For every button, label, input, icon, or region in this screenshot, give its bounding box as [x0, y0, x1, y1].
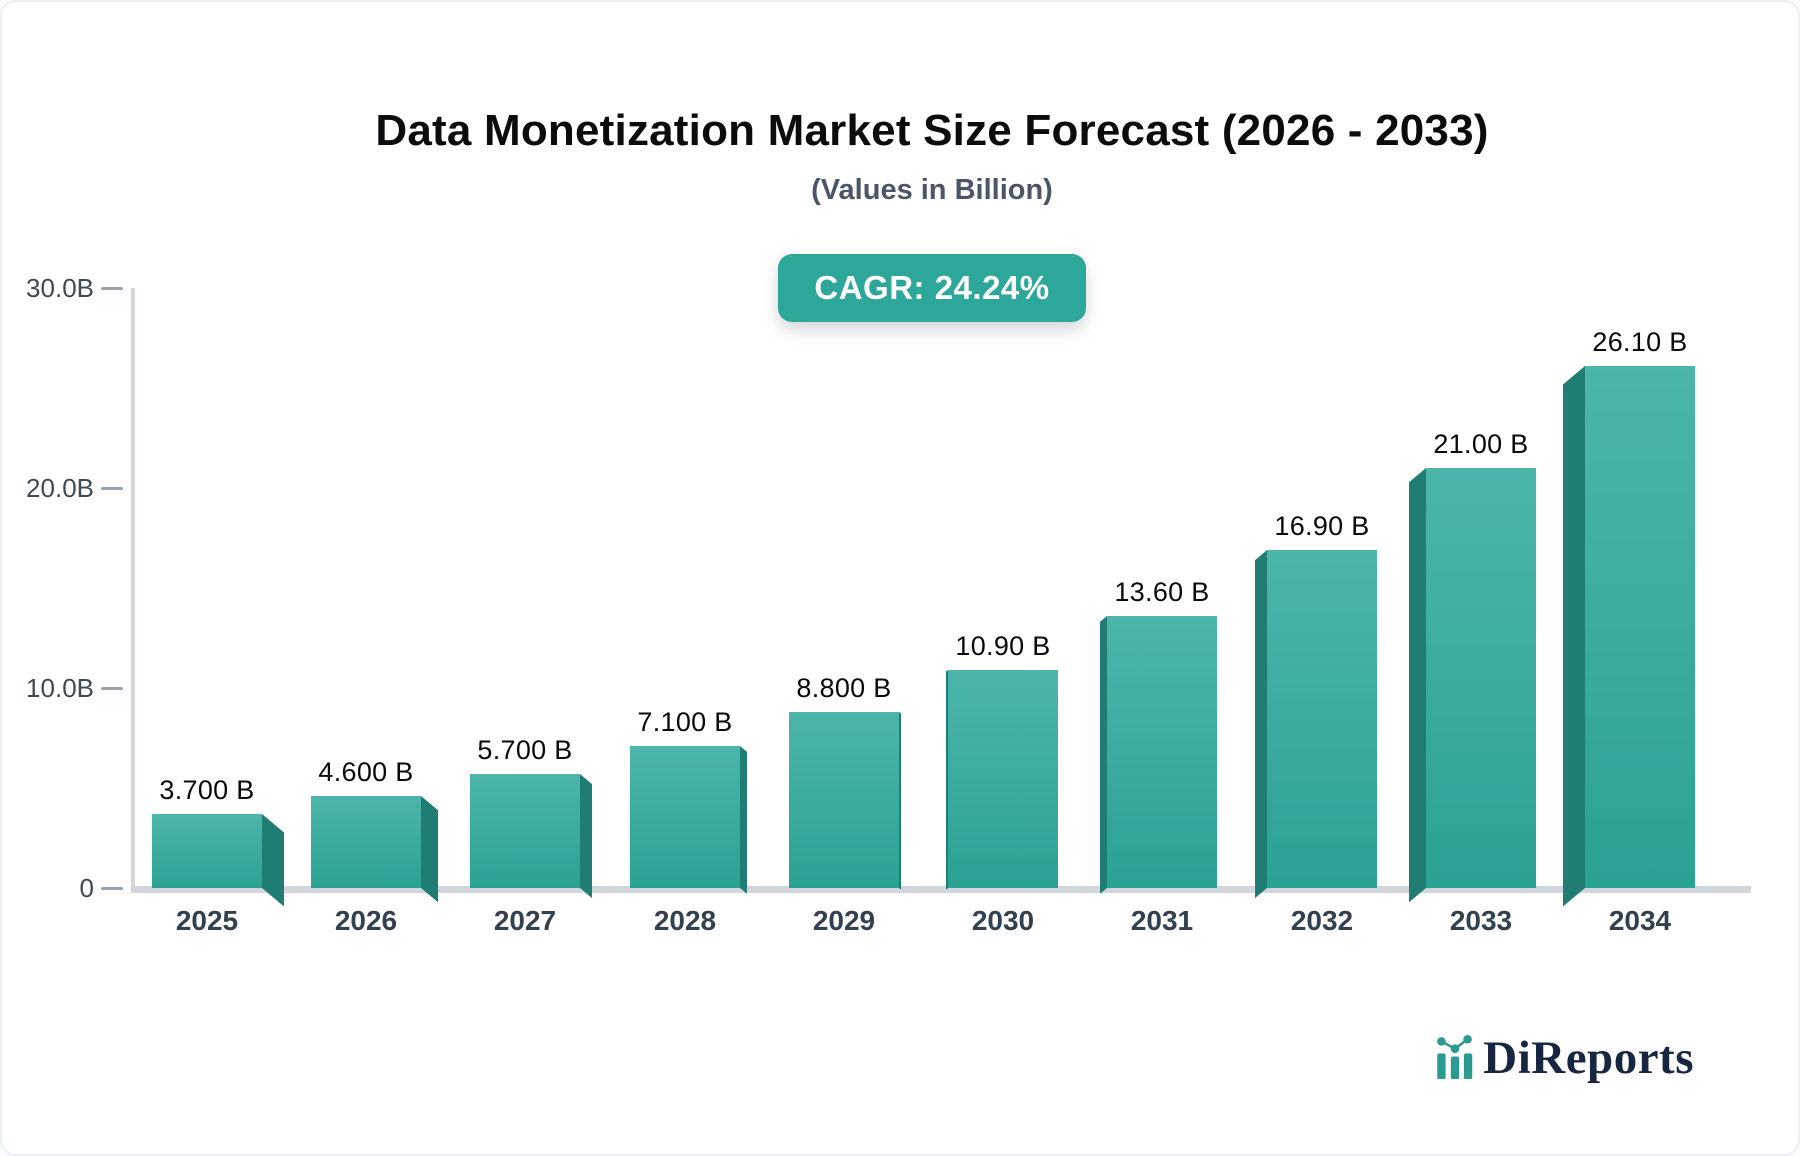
- y-tick-dash: [101, 487, 123, 490]
- x-axis-baseline: [131, 886, 1751, 893]
- bar-front-2034: [1585, 366, 1695, 888]
- y-tick-label: 20.0B: [26, 473, 94, 503]
- bar-value-label: 3.700 B: [159, 775, 255, 805]
- bar-side-2026: [421, 796, 438, 903]
- bar-front-2027: [470, 774, 580, 888]
- bar-front-2029: [789, 712, 899, 888]
- x-tick-label: 2033: [1449, 905, 1513, 936]
- bar-front-2025: [152, 814, 262, 888]
- bar-side-2029: [899, 712, 901, 890]
- bar-front-2026: [311, 796, 421, 888]
- x-tick-label: 2028: [653, 905, 717, 936]
- bar-front-2033: [1426, 468, 1536, 888]
- logo-text: DiReports: [1483, 1032, 1694, 1084]
- y-tick-label: 10.0B: [26, 673, 94, 703]
- x-tick-label: 2034: [1608, 905, 1672, 936]
- chart-subtitle: (Values in Billion): [811, 174, 1053, 206]
- x-tick-label: 2026: [334, 905, 398, 936]
- bar-front-2032: [1267, 550, 1377, 888]
- cagr-badge-band: CAGR: 24.24%: [62, 254, 1798, 322]
- bar-front-2030: [948, 670, 1058, 888]
- bar-value-label: 10.90 B: [955, 631, 1051, 661]
- bar-value-label: 16.90 B: [1274, 511, 1370, 541]
- bar-value-label: 26.10 B: [1592, 327, 1688, 357]
- x-tick-label: 2030: [971, 905, 1035, 936]
- y-tick-label: 30.0B: [26, 273, 94, 303]
- bar-front-2031: [1107, 616, 1217, 888]
- chart-title: Data Monetization Market Size Forecast (…: [375, 106, 1489, 155]
- y-tick-dash: [101, 887, 123, 890]
- x-tick-label: 2029: [812, 905, 876, 936]
- mini-bar-chart-icon: [1435, 1033, 1475, 1084]
- bar-side-2027: [580, 774, 592, 899]
- bar-value-label: 4.600 B: [318, 757, 414, 787]
- y-tick-dash: [101, 287, 123, 290]
- bar-value-label: 7.100 B: [637, 707, 733, 737]
- x-tick-label: 2027: [493, 905, 557, 936]
- bar-value-label: 5.700 B: [477, 735, 573, 765]
- bar-value-label: 13.60 B: [1114, 577, 1210, 607]
- brand-logo: DiReports: [1435, 1032, 1694, 1084]
- x-tick-label: 2032: [1290, 905, 1354, 936]
- x-tick-label: 2031: [1130, 905, 1194, 936]
- bar-front-2028: [630, 746, 740, 888]
- bar-side-2028: [740, 746, 747, 894]
- y-tick-dash: [101, 687, 123, 690]
- x-tick-label: 2025: [175, 905, 239, 936]
- y-axis-line: [131, 288, 135, 892]
- bar-value-label: 8.800 B: [796, 673, 892, 703]
- cagr-badge: CAGR: 24.24%: [778, 254, 1086, 322]
- y-tick-label: 0: [79, 873, 94, 903]
- bar-value-label: 21.00 B: [1433, 429, 1529, 459]
